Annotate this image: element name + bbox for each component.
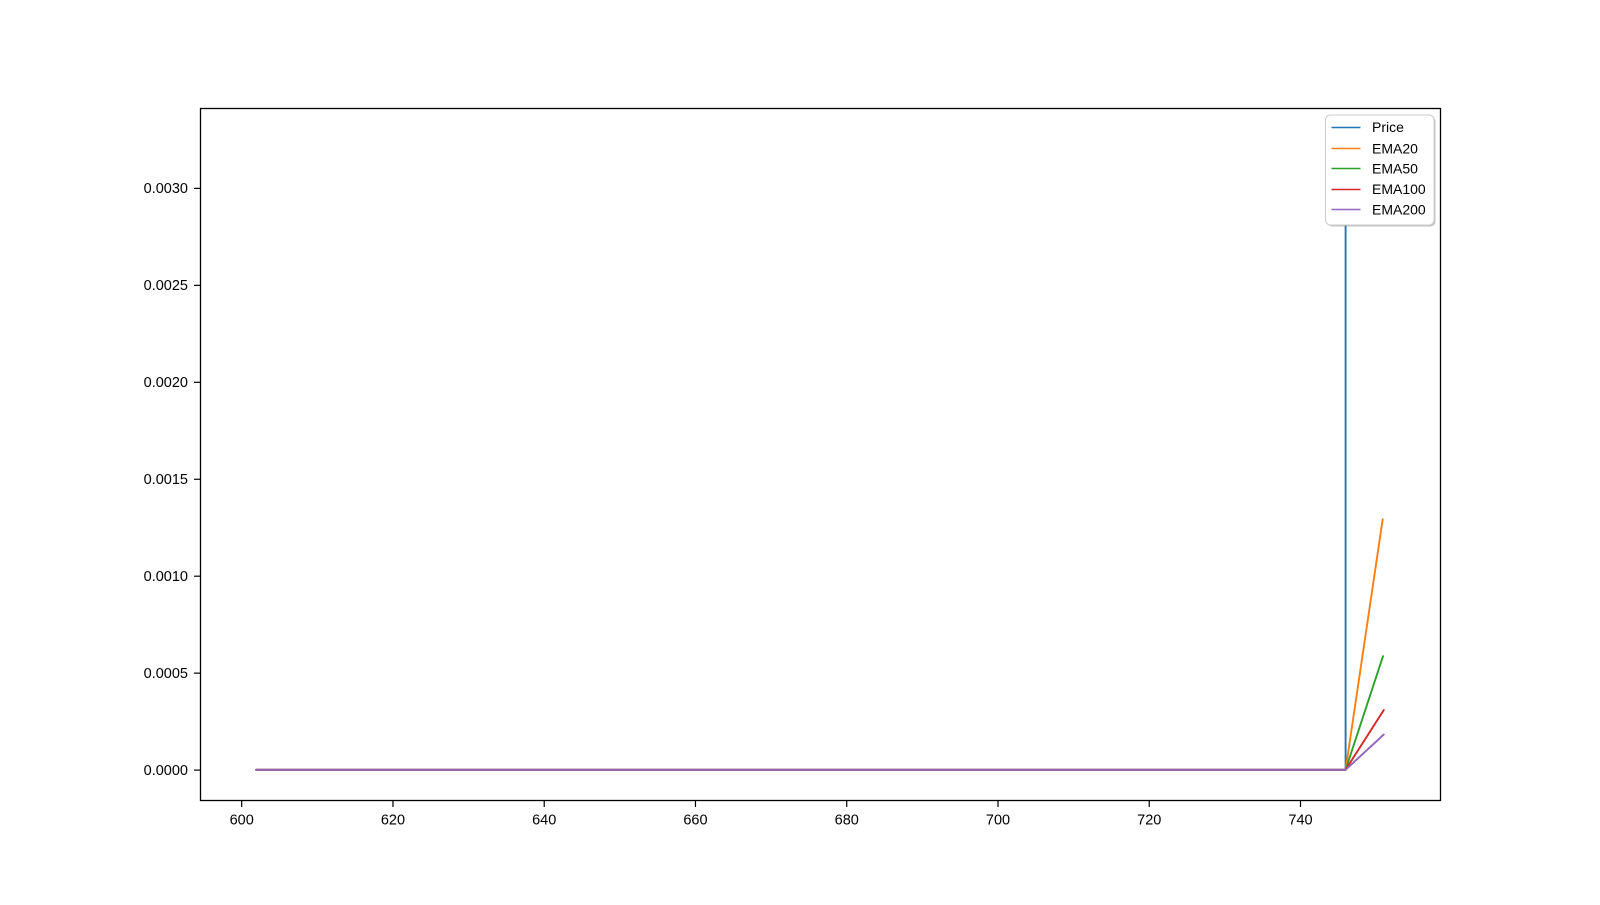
svg-text:EMA100: EMA100 [1372,181,1426,197]
svg-text:Price: Price [1372,119,1404,135]
svg-text:EMA20: EMA20 [1372,140,1418,156]
svg-text:0.0005: 0.0005 [144,666,188,682]
svg-text:0.0015: 0.0015 [144,472,188,488]
svg-text:660: 660 [683,813,707,829]
svg-text:EMA200: EMA200 [1372,202,1426,218]
svg-text:620: 620 [381,813,405,829]
svg-text:740: 740 [1288,813,1312,829]
svg-text:680: 680 [835,813,859,829]
svg-text:0.0030: 0.0030 [144,181,188,197]
svg-text:0.0025: 0.0025 [144,278,188,294]
svg-text:0.0000: 0.0000 [144,763,188,779]
svg-text:600: 600 [230,813,254,829]
svg-text:EMA50: EMA50 [1372,160,1418,176]
svg-text:0.0020: 0.0020 [144,375,188,391]
svg-text:640: 640 [532,813,556,829]
svg-text:700: 700 [986,813,1010,829]
svg-text:0.0010: 0.0010 [144,569,188,585]
svg-text:720: 720 [1137,813,1161,829]
